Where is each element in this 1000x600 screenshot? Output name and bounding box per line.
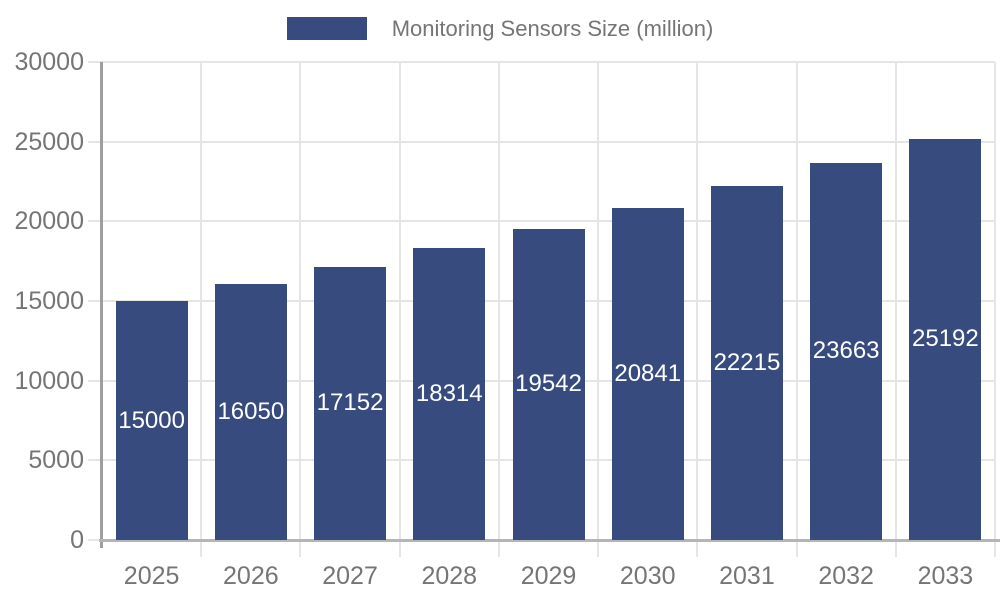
bar-value-label: 15000 (118, 406, 185, 434)
bar (611, 207, 684, 540)
y-axis-tick (88, 300, 102, 302)
legend: Monitoring Sensors Size (million) (0, 17, 1000, 40)
grid-line-v (994, 62, 996, 540)
x-axis-tick (497, 542, 500, 557)
y-tick-label: 25000 (14, 127, 84, 156)
bar-value-label: 22215 (713, 349, 781, 377)
x-tick-label: 2026 (223, 562, 279, 590)
y-tick-label: 10000 (14, 366, 84, 395)
y-tick-label: 20000 (14, 207, 84, 236)
x-tick-label: 2028 (421, 562, 478, 590)
grid-line-v (597, 62, 600, 540)
bar (810, 162, 883, 540)
legend-label: Monitoring Sensors Size (million) (391, 16, 714, 41)
x-axis-tick (696, 542, 699, 557)
x-axis-line (99, 539, 1000, 542)
bar-value-label: 18314 (415, 380, 483, 408)
x-axis-tick (994, 542, 996, 557)
bar (314, 266, 387, 540)
grid-line-v (894, 62, 897, 540)
x-tick-label: 2029 (520, 562, 577, 590)
x-axis-tick (795, 542, 798, 557)
x-axis-tick (597, 542, 600, 557)
x-tick-label: 2030 (619, 562, 676, 590)
grid-line-v (398, 62, 401, 540)
y-tick-label: 0 (70, 526, 84, 554)
y-axis-tick (88, 539, 102, 541)
bar-value-label: 20841 (614, 359, 682, 387)
plot-area: 0 5000 10000 15000 20000 25000 30000 15000 2025 1… (14, 48, 1000, 590)
y-axis-tick (88, 220, 102, 223)
y-axis-line (100, 62, 103, 548)
y-axis-tick (88, 379, 102, 382)
x-tick-label: 2025 (123, 562, 180, 590)
grid-line-h (102, 220, 995, 223)
grid-line-h (102, 61, 995, 63)
bar-value-label: 19542 (515, 370, 582, 398)
grid-line-v (497, 62, 500, 540)
bar (512, 228, 585, 540)
bar (413, 248, 486, 540)
y-tick-label: 5000 (28, 446, 84, 475)
y-axis-tick (88, 61, 102, 63)
legend-item[interactable]: Monitoring Sensors Size (million) (286, 16, 714, 41)
bar (115, 301, 188, 540)
x-axis-tick (299, 542, 302, 557)
bar-value-label: 23663 (812, 337, 880, 365)
bar (214, 284, 287, 540)
x-axis-tick (894, 542, 897, 557)
x-tick-label: 2032 (818, 562, 874, 590)
grid-line-v (795, 62, 798, 540)
grid-line-v (299, 62, 302, 540)
x-axis-tick (398, 542, 401, 557)
grid-line-v (200, 62, 203, 540)
y-axis-tick (88, 459, 102, 462)
bar-value-label: 25192 (912, 325, 979, 353)
x-tick-label: 2033 (917, 562, 974, 590)
x-tick-label: 2027 (322, 562, 378, 590)
bar-value-label: 17152 (316, 389, 384, 417)
grid-line-h (102, 140, 995, 143)
grid-line-v (696, 62, 699, 540)
bar (909, 138, 982, 540)
bar-value-label: 16050 (217, 398, 285, 426)
x-axis-tick (200, 542, 203, 557)
x-tick-label: 2031 (719, 562, 775, 590)
y-tick-label: 15000 (14, 287, 84, 315)
y-axis-tick (88, 140, 102, 143)
bar (710, 186, 783, 540)
y-tick-label: 30000 (14, 48, 84, 76)
legend-swatch (286, 17, 367, 40)
